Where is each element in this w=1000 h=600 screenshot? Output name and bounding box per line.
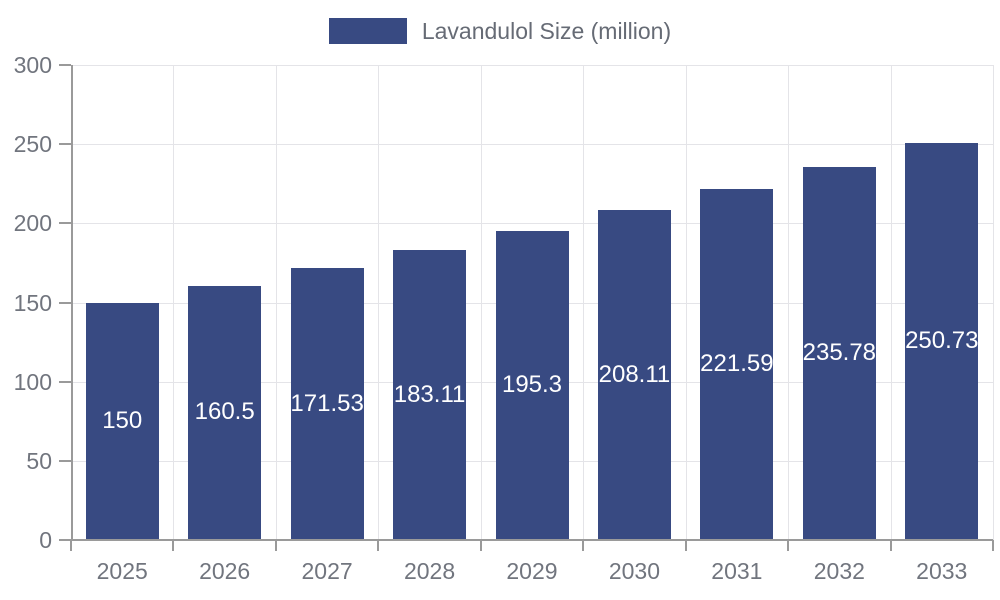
bar-value-label: 195.3 <box>501 370 563 398</box>
bar[interactable]: 171.53 <box>290 268 364 539</box>
y-axis-tick <box>59 459 71 462</box>
gridline-horizontal <box>71 223 993 225</box>
bar[interactable]: 208.11 <box>597 210 671 539</box>
legend-swatch[interactable] <box>328 18 407 44</box>
x-axis-tick <box>377 540 380 551</box>
y-axis-tick-label: 50 <box>26 447 52 474</box>
bar-value-label: 208.11 <box>598 360 671 388</box>
bar-value-label: 150 <box>102 406 143 434</box>
gridline-vertical <box>173 65 175 540</box>
y-axis-line <box>71 65 73 540</box>
bar[interactable]: 150 <box>85 302 159 539</box>
x-axis-tick <box>889 540 892 551</box>
gridline-horizontal <box>71 65 993 66</box>
x-axis-tick-label: 2026 <box>199 558 251 584</box>
x-axis-tick <box>479 540 482 551</box>
bar[interactable]: 235.78 <box>803 166 876 539</box>
x-axis-tick-label: 2028 <box>403 558 456 584</box>
bar-value-label: 183.11 <box>393 380 466 408</box>
bar[interactable]: 160.5 <box>188 285 262 539</box>
gridline-vertical <box>890 65 892 540</box>
bar[interactable]: 221.59 <box>700 189 774 539</box>
legend-label[interactable]: Lavandulol Size (million) <box>421 18 672 44</box>
y-axis-tick-label: 300 <box>13 52 52 78</box>
gridline-vertical <box>583 65 585 540</box>
x-axis-tick <box>70 540 72 551</box>
gridline-vertical <box>480 65 482 540</box>
y-axis-tick <box>59 222 71 225</box>
y-axis-tick <box>59 64 71 66</box>
bar[interactable]: 183.11 <box>393 250 467 539</box>
bar[interactable]: 195.3 <box>495 230 569 539</box>
bar-value-label: 235.78 <box>802 338 877 366</box>
x-axis-tick <box>274 540 277 551</box>
x-axis-tick <box>787 540 790 551</box>
y-axis-tick-label: 200 <box>13 210 52 237</box>
gridline-vertical <box>685 65 687 540</box>
x-axis-tick <box>172 540 175 551</box>
x-axis-tick-label: 2029 <box>506 558 558 584</box>
x-axis-tick <box>684 540 687 551</box>
bar-value-label: 221.59 <box>700 350 774 378</box>
x-axis-tick-label: 2025 <box>96 558 148 584</box>
bar-value-label: 171.53 <box>290 389 364 417</box>
bar-value-label: 160.5 <box>194 398 255 426</box>
x-axis-line <box>71 539 993 541</box>
x-axis-tick-label: 2027 <box>301 558 353 584</box>
x-axis-tick-label: 2033 <box>916 558 968 584</box>
y-axis-tick <box>59 301 71 304</box>
y-axis-tick-label: 150 <box>13 289 52 316</box>
gridline-vertical <box>378 65 380 540</box>
legend[interactable]: Lavandulol Size (million) <box>0 17 1000 45</box>
x-axis-tick <box>992 540 994 551</box>
x-axis-tick-label: 2030 <box>608 558 661 584</box>
y-axis-tick-label: 0 <box>39 527 52 553</box>
x-axis-tick <box>582 540 585 551</box>
y-axis-tick <box>59 380 71 383</box>
bar[interactable]: 250.73 <box>905 143 978 539</box>
x-axis-tick-label: 2031 <box>711 558 763 584</box>
gridline-vertical <box>993 65 994 540</box>
bar-value-label: 250.73 <box>905 326 979 354</box>
y-axis-tick-label: 100 <box>13 368 52 395</box>
gridline-vertical <box>275 65 277 540</box>
gridline-vertical <box>788 65 790 540</box>
y-axis-tick <box>59 143 71 146</box>
y-axis-tick-label: 250 <box>13 131 52 158</box>
y-axis-tick <box>59 539 71 541</box>
gridline-horizontal <box>71 144 993 146</box>
x-axis-tick-label: 2032 <box>813 558 865 584</box>
